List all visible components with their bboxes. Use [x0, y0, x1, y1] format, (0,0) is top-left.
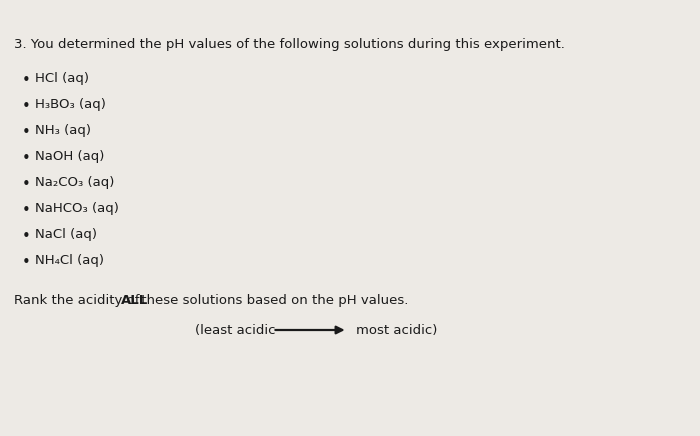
- Text: ALL: ALL: [121, 294, 148, 307]
- Text: •: •: [22, 125, 31, 140]
- Text: NaHCO₃ (aq): NaHCO₃ (aq): [35, 202, 119, 215]
- Text: these solutions based on the pH values.: these solutions based on the pH values.: [137, 294, 408, 307]
- Text: •: •: [22, 177, 31, 192]
- Text: •: •: [22, 99, 31, 114]
- Text: •: •: [22, 73, 31, 88]
- Text: 3. You determined the pH values of the following solutions during this experimen: 3. You determined the pH values of the f…: [14, 38, 565, 51]
- Text: NaCl (aq): NaCl (aq): [35, 228, 97, 241]
- Text: •: •: [22, 255, 31, 270]
- Text: NaOH (aq): NaOH (aq): [35, 150, 104, 163]
- Text: •: •: [22, 229, 31, 244]
- Text: NH₃ (aq): NH₃ (aq): [35, 124, 91, 137]
- Text: H₃BO₃ (aq): H₃BO₃ (aq): [35, 98, 106, 111]
- Text: HCl (aq): HCl (aq): [35, 72, 89, 85]
- Text: most acidic): most acidic): [356, 324, 437, 337]
- Text: •: •: [22, 203, 31, 218]
- Text: Na₂CO₃ (aq): Na₂CO₃ (aq): [35, 176, 114, 189]
- Text: (least acidic: (least acidic: [195, 324, 276, 337]
- Text: •: •: [22, 151, 31, 166]
- Text: Rank the acidity of: Rank the acidity of: [14, 294, 144, 307]
- Text: NH₄Cl (aq): NH₄Cl (aq): [35, 254, 104, 267]
